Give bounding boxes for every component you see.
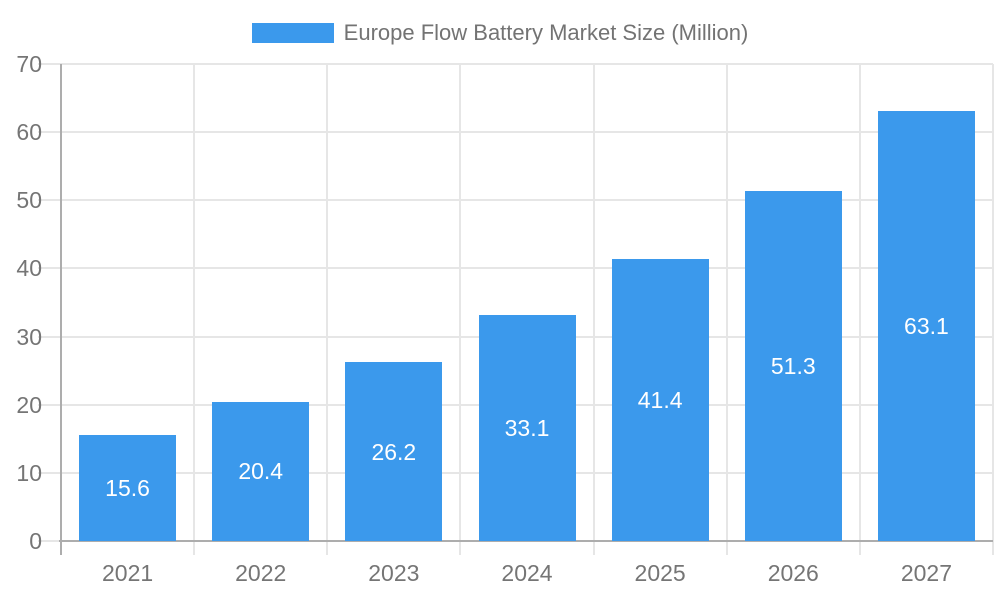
gridline-vertical: [193, 64, 196, 541]
gridline-vertical: [992, 64, 994, 541]
gridline-horizontal: [38, 267, 993, 270]
y-axis-tick-label: 30: [16, 323, 42, 350]
legend-swatch: [251, 23, 334, 43]
gridline-vertical: [592, 64, 595, 541]
bar-2021[interactable]: [79, 434, 177, 541]
bar-2023[interactable]: [345, 362, 443, 541]
bar-value-label: 20.4: [238, 458, 284, 485]
bar-value-label: 63.1: [904, 313, 949, 339]
bar-value-label: 51.3: [770, 353, 816, 380]
x-axis-category-label: 2021: [101, 560, 154, 586]
bar-2027[interactable]: [877, 111, 975, 541]
y-axis-line: [60, 64, 62, 555]
x-axis-tick: [858, 541, 861, 555]
y-axis-tick-label: 20: [16, 391, 42, 418]
legend-label: Europe Flow Battery Market Size (Million…: [343, 20, 749, 45]
y-axis-tick-label: 10: [16, 459, 42, 486]
gridline-vertical: [725, 64, 728, 541]
gridline-vertical: [459, 64, 462, 541]
bar-2022[interactable]: [212, 401, 310, 541]
x-axis-category-label: 2027: [900, 560, 952, 586]
bar-2026[interactable]: [744, 191, 842, 541]
x-axis-category-label: 2022: [235, 560, 287, 586]
y-axis-tick-label: 0: [29, 528, 42, 554]
bar-2024[interactable]: [478, 315, 576, 541]
bar-value-label: 15.6: [105, 474, 150, 501]
bar-value-label: 33.1: [504, 415, 550, 442]
x-axis-tick: [326, 541, 329, 555]
y-axis-tick-label: 70: [16, 51, 42, 77]
gridline-horizontal: [38, 131, 993, 134]
x-axis-category-label: 2023: [368, 560, 420, 586]
bar-value-label: 26.2: [371, 438, 417, 465]
gridline-vertical: [326, 64, 329, 541]
x-axis-category-label: 2026: [767, 560, 819, 586]
x-axis-baseline-tick: [38, 540, 61, 542]
x-axis-tick: [193, 541, 196, 555]
bar-2025[interactable]: [611, 258, 709, 541]
x-axis-tick: [992, 541, 994, 555]
x-axis-line: [59, 540, 993, 542]
x-axis-category-label: 2024: [501, 560, 553, 586]
x-axis-category-label: 2025: [634, 560, 686, 586]
legend: Europe Flow Battery Market Size (Million…: [0, 10, 1000, 56]
gridline-horizontal: [38, 199, 993, 202]
y-axis-tick-label: 60: [16, 119, 42, 146]
y-axis-tick-label: 50: [16, 187, 42, 214]
x-axis-tick: [592, 541, 595, 555]
y-axis-tick-label: 40: [16, 255, 42, 282]
x-axis-tick: [725, 541, 728, 555]
x-axis-tick: [459, 541, 462, 555]
bar-value-label: 41.4: [637, 386, 683, 413]
gridline-vertical: [858, 64, 861, 541]
gridline-horizontal: [38, 63, 993, 65]
